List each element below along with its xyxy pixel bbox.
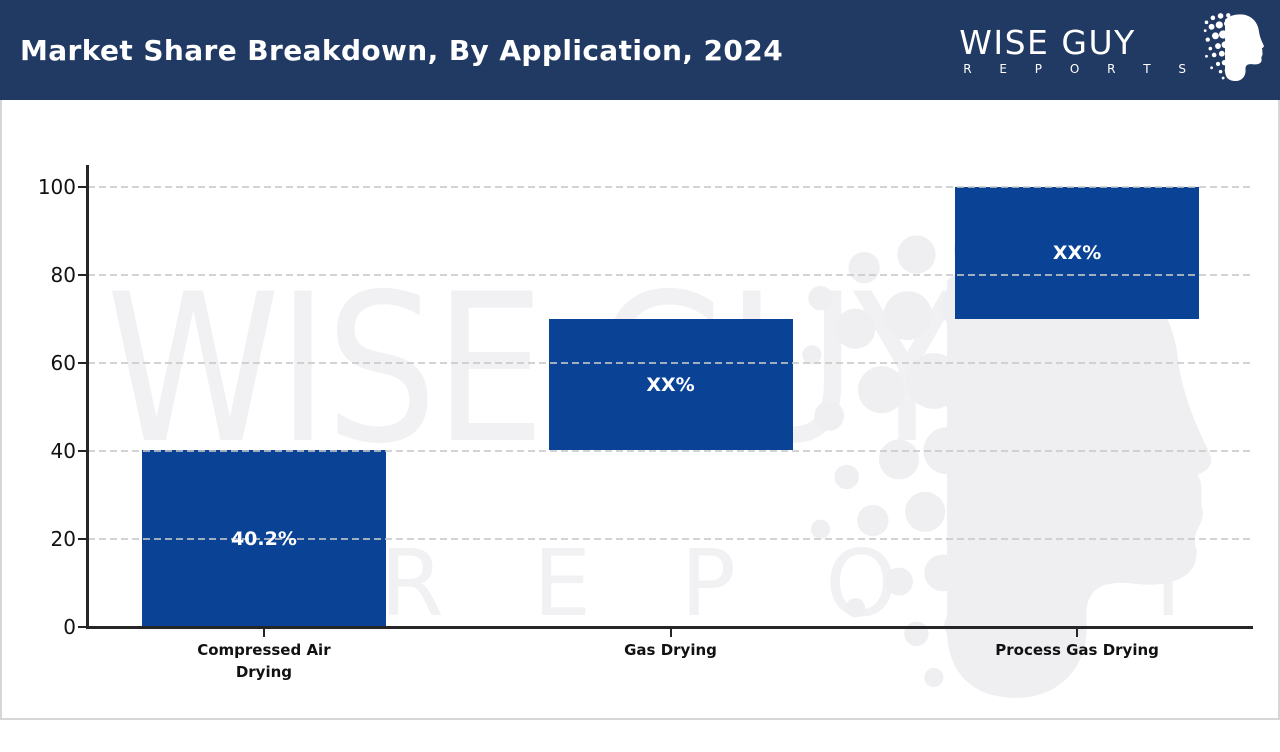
y-tick-label: 80 [50, 263, 76, 287]
y-axis [86, 165, 89, 629]
y-tick-mark [78, 362, 86, 364]
wiseguy-face-icon [1202, 12, 1266, 89]
y-tick-label: 20 [50, 527, 76, 551]
gridline-20 [88, 538, 1253, 540]
y-tick-mark [78, 186, 86, 188]
x-category-label: Compressed Air Drying [197, 641, 331, 681]
x-tick-mark [1076, 629, 1079, 637]
y-tick-mark [78, 538, 86, 540]
gridline-80 [88, 274, 1253, 276]
y-tick-mark [78, 626, 86, 628]
x-category-label: Gas Drying [624, 641, 717, 659]
y-tick-label: 0 [63, 615, 76, 639]
header-bar: Market Share Breakdown, By Application, … [0, 0, 1280, 100]
y-tick-label: 100 [37, 175, 76, 199]
y-tick-mark [78, 274, 86, 276]
page-title: Market Share Breakdown, By Application, … [20, 33, 784, 67]
bar-value-label: XX% [646, 373, 695, 396]
logo-sub-text: R E P O R T S [963, 61, 1198, 76]
bar-chart: 0 20 40 60 80 100 40.2% Compressed Air Drying X… [37, 165, 1253, 681]
logo-brand-text: WISE GUY [959, 22, 1136, 62]
x-axis [86, 626, 1253, 629]
x-tick-mark [669, 629, 672, 637]
bar-value-label: XX% [1052, 242, 1102, 264]
gridline-40 [88, 450, 1253, 452]
wiseguy-logo: WISE GUY R E P O R T S [959, 12, 1280, 89]
x-tick-mark [262, 629, 265, 637]
bar-value-label: 40.2% [230, 527, 297, 550]
y-tick-label: 40 [50, 439, 76, 463]
bar-2 [548, 319, 793, 451]
y-tick-label: 60 [50, 351, 76, 375]
y-tick-mark [78, 450, 86, 452]
gridline-60 [88, 362, 1253, 364]
x-category-label: Process Gas Drying [995, 641, 1159, 659]
gridline-100 [88, 186, 1253, 188]
